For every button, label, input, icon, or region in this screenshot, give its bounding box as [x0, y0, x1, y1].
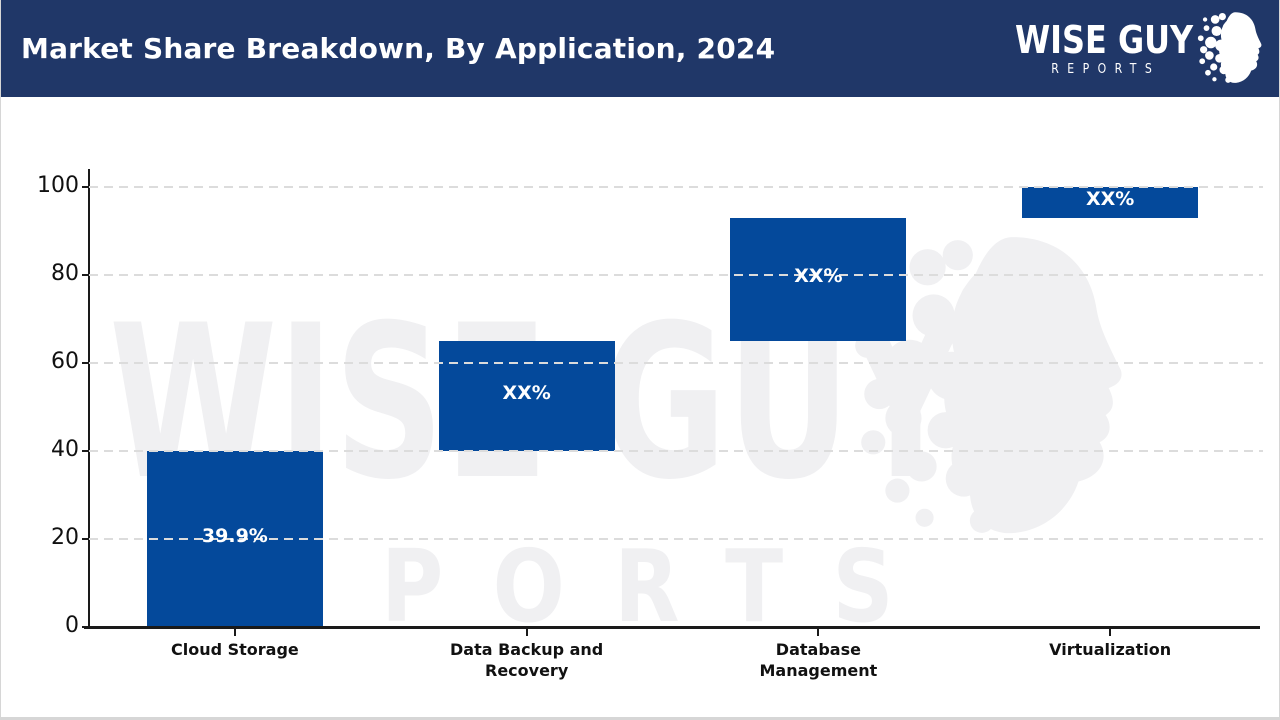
y-tick-80: [82, 274, 89, 276]
y-tick-20: [82, 538, 89, 540]
x-tick: [233, 628, 236, 636]
y-axis: [88, 169, 90, 629]
y-tick-label: 0: [65, 613, 79, 638]
bar-value-label: XX%: [1085, 188, 1135, 211]
face-profile-dots-icon: [1197, 11, 1262, 83]
x-tick: [1109, 628, 1112, 636]
watermark-face-icon: [855, 237, 1122, 534]
y-tick-40: [82, 450, 89, 452]
gridline-20: [89, 538, 1263, 540]
y-tick-label: 40: [51, 437, 79, 462]
y-tick-label: 20: [51, 525, 79, 550]
bar-value-label: XX%: [794, 265, 843, 288]
x-category-label: Database Management: [759, 640, 878, 680]
bar-virtualization: [1022, 187, 1199, 218]
x-category-label: Virtualization: [1049, 640, 1172, 659]
x-axis: [84, 626, 1260, 629]
bar-database-management: [730, 217, 907, 341]
x-category-label: Data Backup and Recovery: [449, 640, 604, 680]
y-tick-label: 100: [37, 173, 79, 198]
gridline-40: [89, 450, 1263, 452]
x-category-label: Cloud Storage: [170, 640, 299, 659]
watermark-subtitle: PORTS: [381, 528, 943, 645]
gridline-80: [89, 274, 1263, 276]
y-tick-label: 60: [51, 349, 79, 374]
brand-logo: WISE GUY REPORTS: [981, 9, 1267, 89]
gridline-100: [89, 186, 1263, 188]
logo-text: WISE GUY REPORTS: [1015, 21, 1193, 77]
bar-value-label: 39.9%: [201, 525, 268, 548]
bar-value-label: XX%: [502, 382, 551, 404]
y-tick-label: 80: [51, 261, 79, 286]
x-tick: [817, 628, 820, 636]
gridline-60: [89, 362, 1263, 364]
bar-data-backup-and-recovery: [438, 341, 615, 451]
waterfall-chart: WISE GUY PORTS 0 20 40 60 80 100 39.9% Cloud St…: [1, 97, 1279, 717]
y-tick-100: [82, 186, 89, 188]
logo-wordmark: WISE GUY: [1014, 17, 1193, 62]
y-tick-60: [82, 362, 89, 364]
page-title: Market Share Breakdown, By Application, …: [21, 32, 776, 65]
header: Market Share Breakdown, By Application, …: [1, 0, 1279, 97]
x-tick: [525, 628, 528, 636]
logo-subtitle: REPORTS: [1051, 61, 1160, 77]
